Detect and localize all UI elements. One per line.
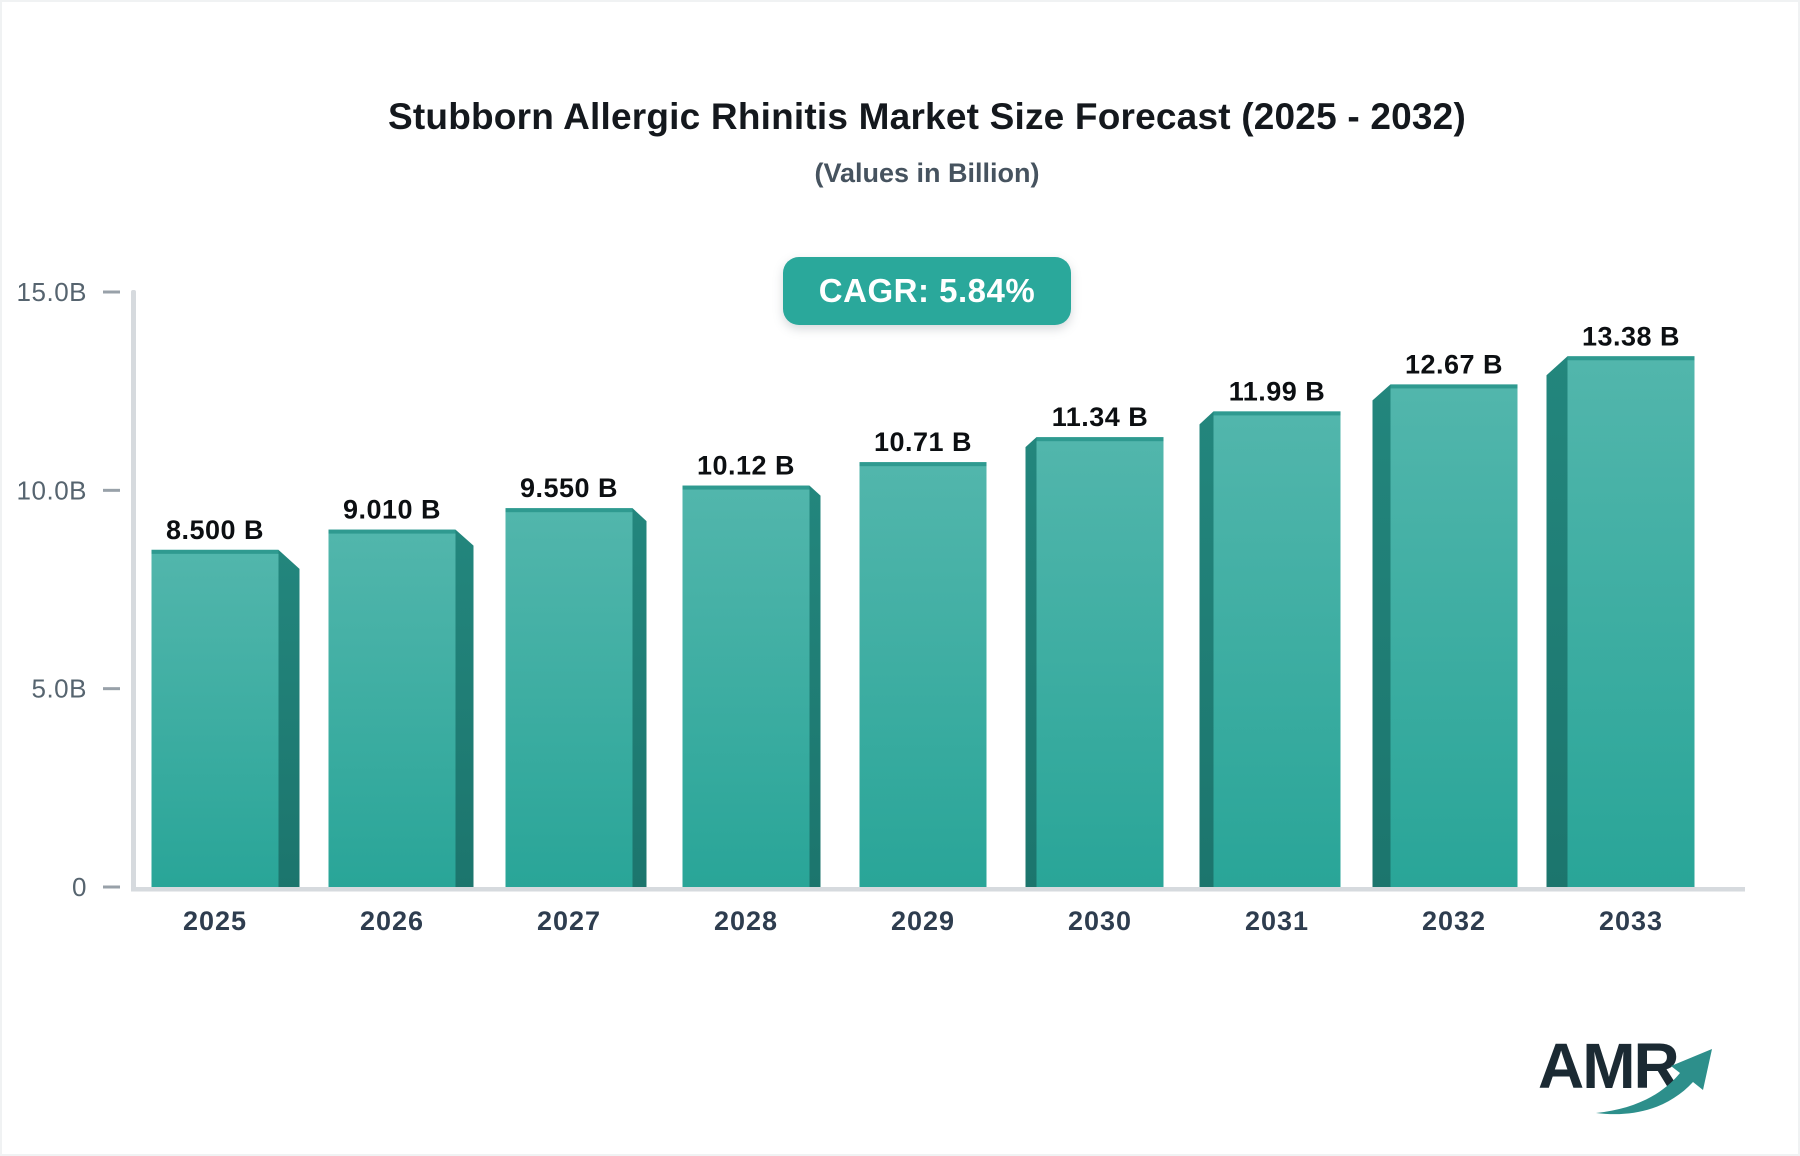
bar-front-face xyxy=(151,549,279,887)
y-tick-label: 15.0B xyxy=(17,277,87,307)
bar-front-face xyxy=(682,485,810,887)
y-tick-dash xyxy=(103,290,120,294)
bar-side-face xyxy=(1025,437,1037,887)
bar-side-face xyxy=(1546,356,1568,887)
bar-top-edge xyxy=(682,485,810,490)
y-tick-dash xyxy=(103,687,120,691)
bar-value-label: 11.34 B xyxy=(1052,402,1149,432)
bar-value-label: 11.99 B xyxy=(1229,376,1326,406)
bar-2028: 10.12 B 2028 xyxy=(682,451,821,936)
growth-arrow-icon xyxy=(1596,1049,1712,1115)
bar-side-face xyxy=(278,549,300,887)
x-tick-label: 2033 xyxy=(1599,906,1663,936)
bar-value-label: 9.010 B xyxy=(343,495,441,525)
bar-2031: 11.99 B 2031 xyxy=(1199,376,1341,936)
bar-top-edge xyxy=(1567,356,1695,361)
y-tick-dash xyxy=(103,488,120,492)
bar-front-face xyxy=(1036,437,1164,887)
amr-logo: AMR xyxy=(1538,1030,1728,1125)
bar-2030: 11.34 B 2030 xyxy=(1025,402,1164,936)
x-tick-label: 2028 xyxy=(714,906,778,936)
y-axis-line xyxy=(131,290,136,891)
bar-value-label: 13.38 B xyxy=(1582,321,1680,351)
bar-top-edge xyxy=(1036,437,1164,442)
bar-front-face xyxy=(1213,411,1341,887)
bar-front-face xyxy=(859,462,987,887)
bar-front-face xyxy=(1567,356,1695,887)
bar-top-edge xyxy=(505,508,633,513)
bar-side-face xyxy=(455,529,474,887)
bar-value-label: 9.550 B xyxy=(520,473,618,503)
x-tick-label: 2030 xyxy=(1068,906,1132,936)
bar-value-label: 10.71 B xyxy=(874,427,972,457)
cagr-badge: CAGR: 5.84% xyxy=(782,257,1072,325)
y-tick-label: 10.0B xyxy=(17,475,87,505)
bar-front-face xyxy=(1390,384,1518,887)
bar-2029: 10.71 B 2029 xyxy=(859,427,987,936)
bar-value-label: 12.67 B xyxy=(1405,349,1503,379)
bar-2032: 12.67 B 2032 xyxy=(1372,349,1518,936)
x-tick-label: 2026 xyxy=(360,906,424,936)
bar-side-face xyxy=(1199,411,1214,887)
bar-top-edge xyxy=(1390,384,1518,389)
x-tick-label: 2029 xyxy=(891,906,955,936)
x-tick-label: 2027 xyxy=(537,906,601,936)
x-tick-label: 2025 xyxy=(183,906,247,936)
amr-logo-text: AMR xyxy=(1538,1030,1680,1102)
bar-top-edge xyxy=(328,529,456,534)
bar-2025: 8.500 B 2025 xyxy=(151,515,300,936)
x-axis-line xyxy=(131,887,1745,892)
chart-subtitle: (Values in Billion) xyxy=(814,158,1040,188)
y-tick-label: 5.0B xyxy=(32,674,88,704)
bar-2033: 13.38 B 2033 xyxy=(1546,321,1695,936)
bar-2027: 9.550 B 2027 xyxy=(505,473,647,936)
page-title: Stubborn Allergic Rhinitis Market Size F… xyxy=(388,96,1466,137)
bar-front-face xyxy=(505,508,633,887)
bar-top-edge xyxy=(1213,411,1341,416)
bar-side-face xyxy=(632,508,647,887)
bar-front-face xyxy=(328,529,456,887)
bar-side-face xyxy=(1372,384,1391,887)
y-tick-dash xyxy=(103,885,120,889)
bar-top-edge xyxy=(151,549,279,554)
bar-top-edge xyxy=(859,462,987,467)
x-tick-label: 2031 xyxy=(1245,906,1309,936)
badge-row: CAGR: 5.84% xyxy=(123,257,1731,325)
bar-2026: 9.010 B 2026 xyxy=(328,495,474,936)
y-tick-label: 0 xyxy=(72,872,87,902)
bar-value-label: 10.12 B xyxy=(697,451,795,481)
x-tick-label: 2032 xyxy=(1422,906,1486,936)
bar-side-face xyxy=(809,485,821,887)
bar-value-label: 8.500 B xyxy=(166,515,264,545)
